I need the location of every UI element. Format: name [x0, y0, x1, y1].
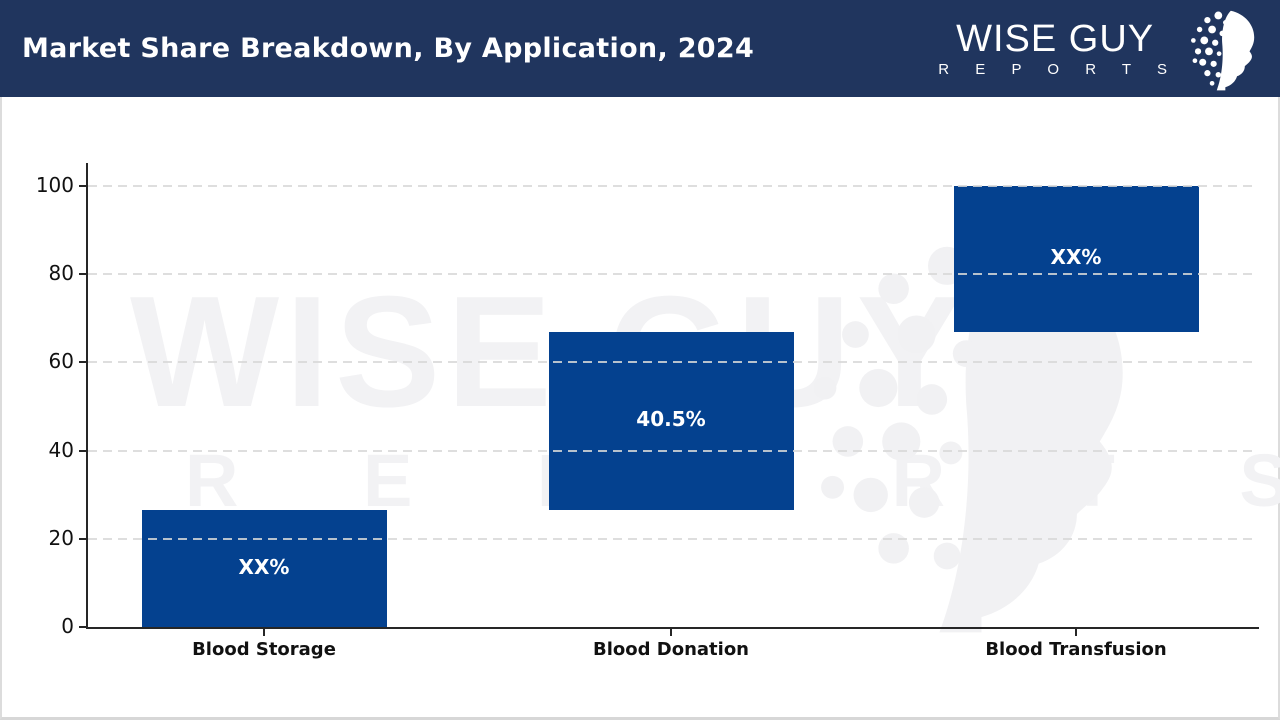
y-tick-label: 40 [48, 437, 74, 462]
y-tick-mark [79, 537, 87, 540]
gridline [88, 273, 1257, 276]
y-tick-mark [79, 626, 87, 628]
bar-value-label: 40.5% [636, 406, 706, 431]
y-tick-mark [79, 361, 87, 364]
y-axis-line [86, 163, 88, 629]
y-tick-label: 100 [35, 173, 74, 197]
header-bar: Market Share Breakdown, By Application, … [0, 0, 1280, 97]
x-axis-line [86, 627, 1259, 629]
brand-name: WISE GUY [956, 17, 1155, 60]
y-tick-label: 60 [48, 349, 74, 374]
y-tick-label: 80 [48, 261, 74, 286]
brand-logo: WISE GUY R E P O R T S [932, 6, 1262, 92]
bar [548, 331, 794, 511]
y-tick-label: 20 [48, 525, 74, 550]
brand-logo-text: WISE GUY R E P O R T S [932, 20, 1178, 78]
brand-subtitle: R E P O R T S [938, 60, 1178, 78]
x-tick-mark [263, 629, 265, 636]
bar [953, 186, 1199, 332]
gridline [88, 537, 1257, 540]
dotted-head-icon [1191, 10, 1255, 90]
gridline [88, 361, 1257, 364]
gridline [88, 185, 1257, 187]
y-tick-mark [79, 449, 87, 452]
bar-value-label: XX% [1050, 244, 1102, 269]
x-category-label: Blood Storage [192, 639, 336, 660]
watermark-text: WISE GUY [130, 264, 962, 440]
bar [141, 510, 387, 627]
x-tick-mark [1075, 629, 1077, 636]
y-tick-label: 0 [61, 614, 74, 638]
y-tick-mark [79, 273, 87, 276]
x-category-label: Blood Donation [593, 639, 749, 660]
x-tick-mark [670, 629, 672, 636]
gridline [88, 449, 1257, 452]
page-title: Market Share Breakdown, By Application, … [22, 33, 755, 64]
bar-value-label: XX% [238, 554, 290, 579]
y-tick-mark [79, 185, 87, 187]
x-category-label: Blood Transfusion [985, 639, 1167, 660]
